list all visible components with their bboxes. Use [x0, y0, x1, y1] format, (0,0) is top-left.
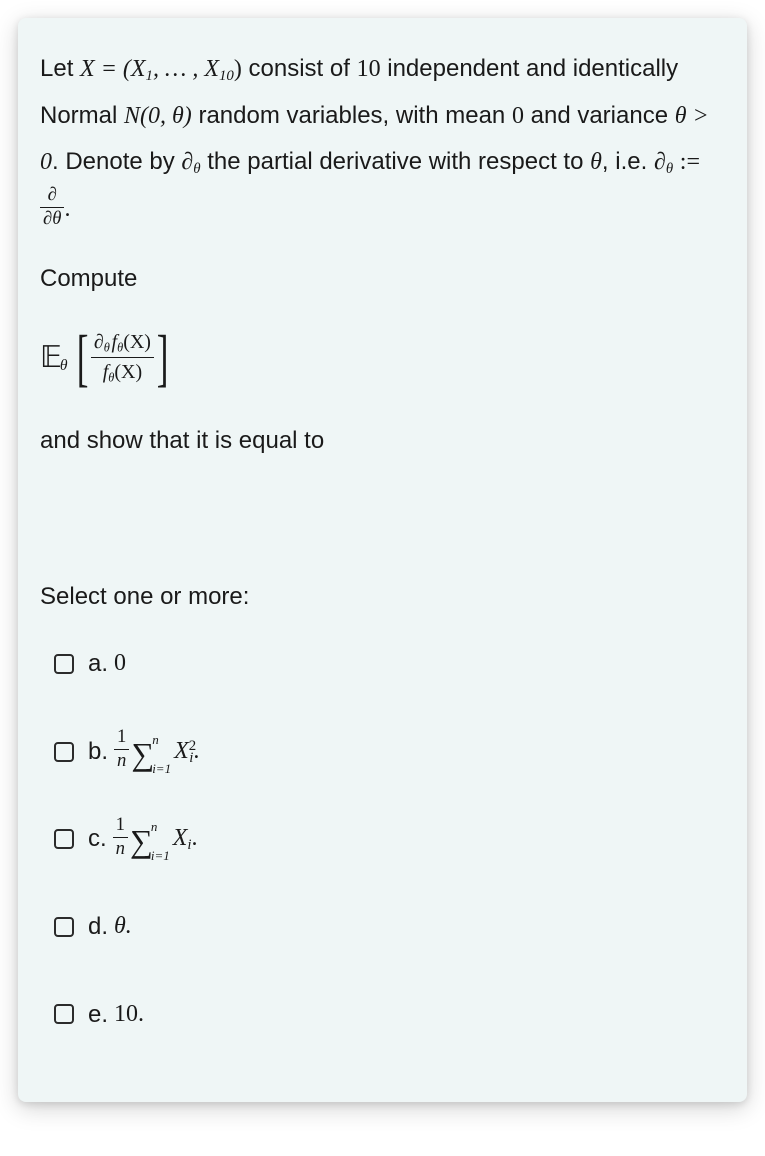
option-e-text: 10.: [114, 992, 144, 1038]
math-partial-theta-2: ∂θ: [654, 149, 673, 175]
math-partial-theta: ∂θ: [181, 149, 200, 175]
checkbox-d[interactable]: [54, 917, 74, 937]
text: the partial derivative with respect to: [201, 148, 591, 175]
term-Xi: Xi: [173, 816, 192, 862]
option-letter: b.: [88, 729, 108, 775]
fraction-1-n: 1 n: [114, 728, 129, 770]
option-a: a. 0: [50, 641, 725, 687]
text: and variance: [524, 102, 675, 129]
question-card: Let X = (X1, … , X10) consist of 10 inde…: [18, 18, 747, 1102]
select-prompt: Select one or more:: [40, 574, 725, 620]
option-letter: a.: [88, 641, 108, 687]
term-Xi2: X2i: [174, 729, 193, 775]
math-normal: N(0, θ): [124, 103, 192, 129]
option-d-label: d. θ.: [88, 904, 132, 950]
option-letter: e.: [88, 992, 108, 1038]
number-0: 0: [512, 103, 524, 129]
summation: ∑ n i=1: [129, 733, 174, 775]
checkbox-c[interactable]: [54, 829, 74, 849]
option-d: d. θ.: [50, 904, 725, 950]
text: consist of: [242, 55, 357, 82]
right-bracket: ]: [157, 326, 169, 390]
expectation-E: 𝔼: [40, 343, 62, 373]
summation: ∑ n i=1: [128, 820, 173, 862]
text: , i.e.: [602, 148, 654, 175]
option-c: c. 1 n ∑ n i=1 Xi .: [50, 816, 725, 862]
option-b: b. 1 n ∑ n i=1 X2i .: [50, 729, 725, 775]
text: Let: [40, 55, 80, 82]
option-letter: c.: [88, 816, 107, 862]
period: .: [193, 729, 199, 775]
expectation-expression: 𝔼 θ [ ∂θ fθ(X) fθ(X) ]: [40, 326, 725, 390]
prompt-show-equal: and show that it is equal to: [40, 418, 725, 464]
option-c-label: c. 1 n ∑ n i=1 Xi .: [88, 816, 198, 862]
expectation-subscript: θ: [60, 358, 68, 374]
compute-label: Compute: [40, 256, 725, 302]
score-fraction: ∂θ fθ(X) fθ(X): [91, 332, 154, 385]
option-e: e. 10.: [50, 992, 725, 1038]
option-b-label: b. 1 n ∑ n i=1 X2i .: [88, 729, 199, 775]
fraction-partial: ∂ ∂θ: [40, 186, 64, 228]
coloneq: :=: [680, 149, 700, 175]
checkbox-e[interactable]: [54, 1004, 74, 1024]
option-a-text: 0: [114, 641, 126, 687]
math-theta: θ: [590, 149, 602, 175]
text: . Denote by: [52, 148, 181, 175]
option-d-text: θ.: [114, 904, 132, 950]
fraction-1-n: 1 n: [113, 816, 128, 858]
number-10: 10: [357, 56, 381, 82]
problem-statement: Let X = (X1, … , X10) consist of 10 inde…: [40, 46, 725, 232]
checkbox-a[interactable]: [54, 654, 74, 674]
left-bracket: [: [76, 326, 88, 390]
text: random variables, with mean: [192, 102, 512, 129]
period: .: [64, 196, 70, 222]
option-a-label: a. 0: [88, 641, 126, 687]
period: .: [192, 816, 198, 862]
options-list: a. 0 b. 1 n ∑ n i=1: [40, 641, 725, 1037]
checkbox-b[interactable]: [54, 742, 74, 762]
math-X-equals: X = (X1, … , X10): [80, 56, 242, 82]
option-e-label: e. 10.: [88, 992, 144, 1038]
option-letter: d.: [88, 904, 108, 950]
